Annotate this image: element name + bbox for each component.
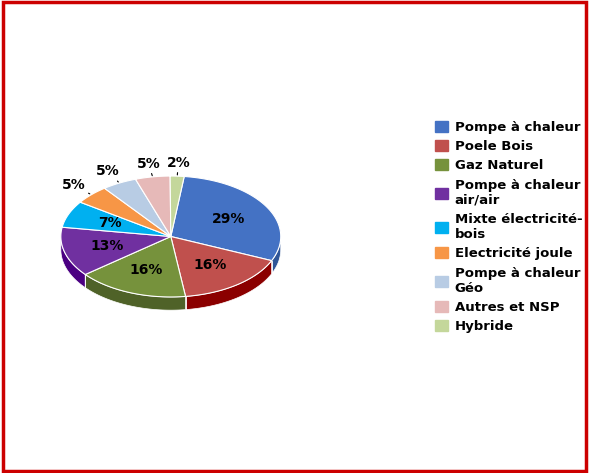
PathPatch shape	[62, 202, 171, 236]
PathPatch shape	[85, 236, 186, 297]
Legend: Pompe à chaleur, Poele Bois, Gaz Naturel, Pompe à chaleur
air/air, Mixte électri: Pompe à chaleur, Poele Bois, Gaz Naturel…	[435, 121, 583, 333]
Text: 5%: 5%	[62, 178, 90, 194]
Text: 7%: 7%	[98, 216, 121, 230]
Text: 2%: 2%	[167, 156, 190, 175]
Text: 5%: 5%	[137, 157, 160, 175]
PathPatch shape	[80, 188, 171, 236]
PathPatch shape	[85, 274, 186, 310]
PathPatch shape	[104, 179, 171, 236]
PathPatch shape	[186, 261, 272, 310]
PathPatch shape	[61, 227, 171, 274]
PathPatch shape	[61, 236, 85, 288]
PathPatch shape	[272, 236, 281, 274]
PathPatch shape	[170, 176, 184, 236]
Text: 16%: 16%	[130, 263, 163, 277]
Text: 13%: 13%	[91, 239, 124, 253]
PathPatch shape	[135, 176, 171, 236]
PathPatch shape	[171, 236, 272, 297]
Text: 5%: 5%	[96, 164, 120, 182]
PathPatch shape	[171, 176, 281, 261]
Text: 29%: 29%	[211, 211, 245, 226]
Text: 16%: 16%	[194, 258, 227, 272]
